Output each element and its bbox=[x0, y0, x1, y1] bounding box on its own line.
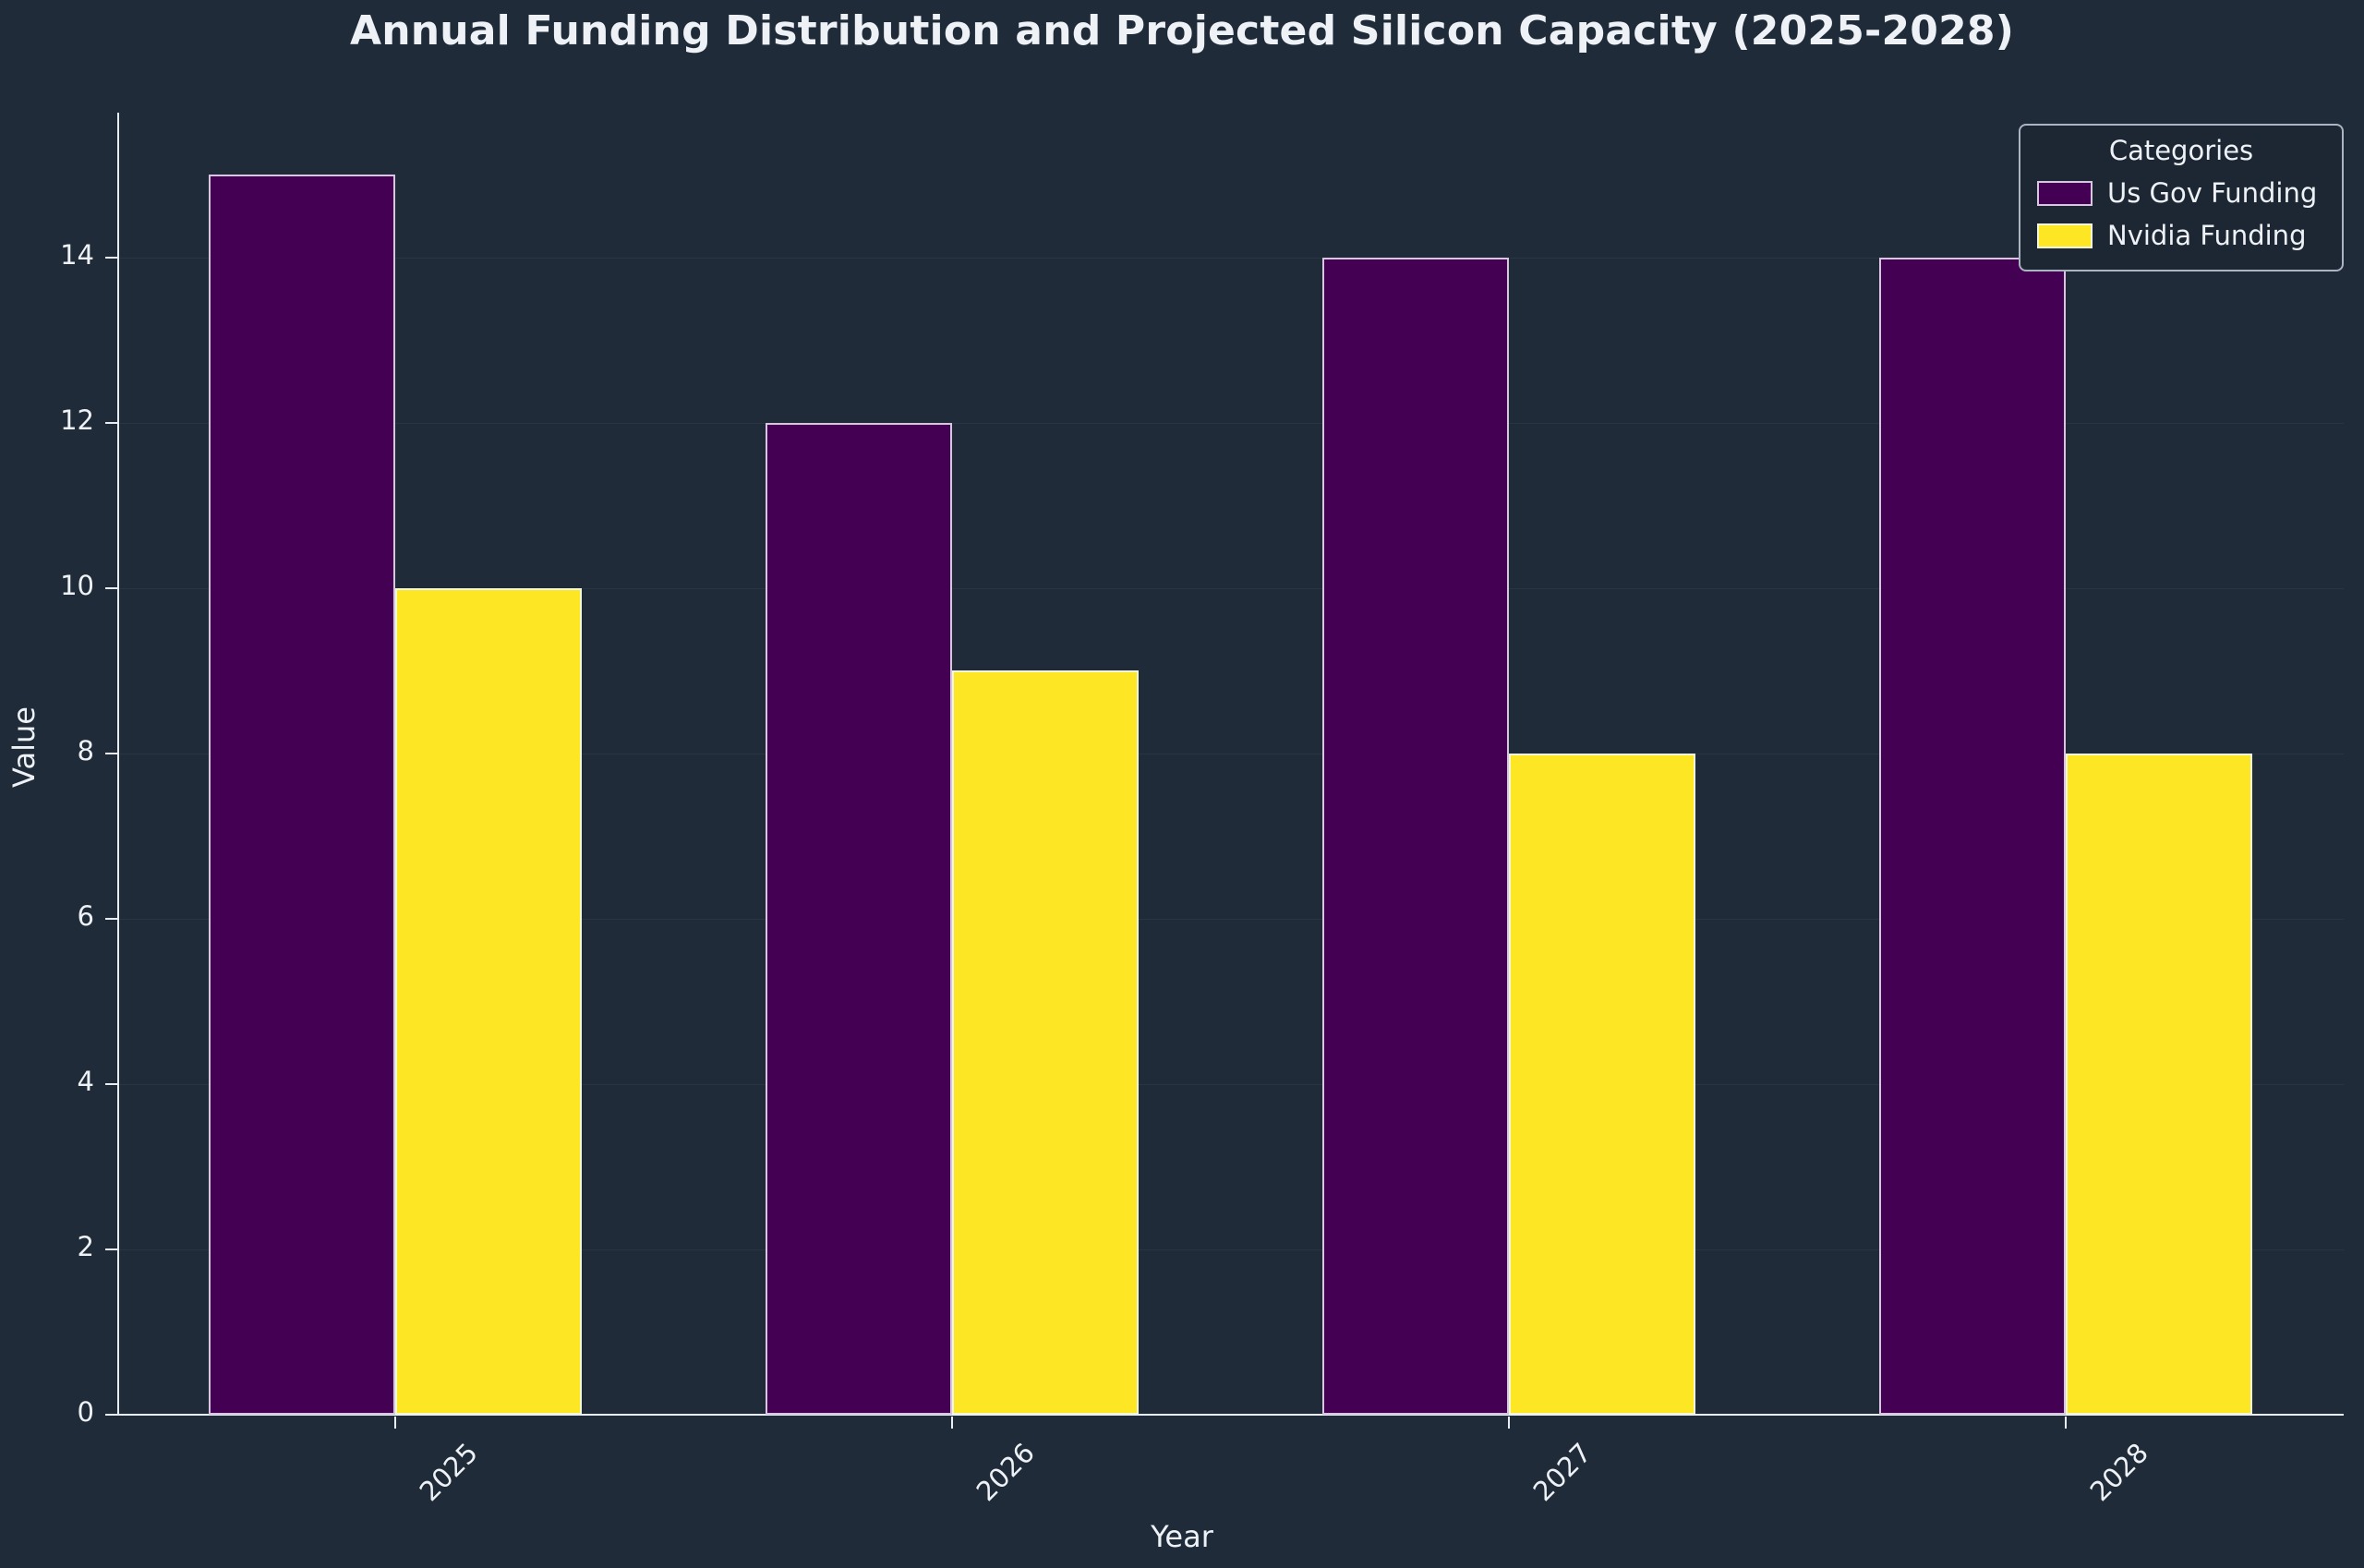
y-tick-mark bbox=[105, 917, 117, 920]
x-tick-mark bbox=[2064, 1417, 2067, 1429]
y-tick-mark bbox=[105, 256, 117, 259]
bar-2027-nvidia-funding[interactable] bbox=[1508, 753, 1695, 1415]
x-tick-mark bbox=[1507, 1417, 1510, 1429]
bar-2026-nvidia-funding[interactable] bbox=[952, 670, 1140, 1415]
y-axis-spine bbox=[117, 113, 119, 1416]
gridline bbox=[117, 422, 2344, 424]
plot-area bbox=[117, 113, 2344, 1415]
y-tick-mark bbox=[105, 1248, 117, 1250]
gridline bbox=[117, 1248, 2344, 1250]
bar-2028-nvidia-funding[interactable] bbox=[2065, 753, 2252, 1415]
legend-item-label: Us Gov Funding bbox=[2107, 177, 2318, 209]
y-tick-mark bbox=[105, 586, 117, 589]
gridline bbox=[117, 587, 2344, 589]
x-tick-label: 2027 bbox=[1526, 1437, 1598, 1508]
x-tick-label: 2028 bbox=[2083, 1437, 2154, 1508]
x-tick-mark bbox=[394, 1417, 397, 1429]
legend-item-us-gov-funding[interactable]: Us Gov Funding bbox=[2037, 172, 2325, 214]
legend-swatch-icon bbox=[2037, 180, 2093, 206]
y-tick-mark bbox=[105, 421, 117, 424]
legend: Categories Us Gov Funding Nvidia Funding bbox=[2019, 124, 2344, 271]
bar-2028-us-gov-funding[interactable] bbox=[1878, 257, 2066, 1415]
y-tick-label: 0 bbox=[77, 1396, 94, 1428]
legend-item-label: Nvidia Funding bbox=[2107, 220, 2307, 251]
gridline bbox=[117, 257, 2344, 259]
y-tick-label: 10 bbox=[60, 569, 94, 601]
x-tick-mark bbox=[951, 1417, 954, 1429]
y-tick-label: 2 bbox=[77, 1230, 94, 1262]
bar-2025-us-gov-funding[interactable] bbox=[209, 175, 396, 1415]
page-title: Annual Funding Distribution and Projecte… bbox=[349, 7, 2015, 54]
legend-item-nvidia-funding[interactable]: Nvidia Funding bbox=[2037, 214, 2325, 257]
x-tick-label: 2025 bbox=[413, 1437, 485, 1508]
y-tick-label: 12 bbox=[60, 404, 94, 436]
legend-swatch-icon bbox=[2037, 223, 2093, 248]
y-tick-mark bbox=[105, 1082, 117, 1085]
x-tick-label: 2026 bbox=[970, 1437, 1041, 1508]
y-tick-label: 8 bbox=[77, 734, 94, 766]
y-tick-mark bbox=[105, 1414, 117, 1416]
bar-2027-us-gov-funding[interactable] bbox=[1321, 257, 1509, 1415]
gridline bbox=[117, 918, 2344, 920]
y-tick-label: 4 bbox=[77, 1065, 94, 1097]
y-tick-label: 14 bbox=[60, 238, 94, 271]
bar-2025-nvidia-funding[interactable] bbox=[395, 587, 583, 1415]
gridline bbox=[117, 1083, 2344, 1085]
bar-2026-us-gov-funding[interactable] bbox=[766, 422, 953, 1415]
x-axis-title: Year bbox=[1151, 1519, 1213, 1554]
legend-title: Categories bbox=[2108, 135, 2254, 166]
x-axis-spine bbox=[117, 1414, 2344, 1416]
legend-entries: Us Gov Funding Nvidia Funding bbox=[2037, 172, 2325, 257]
y-axis-title: Value bbox=[6, 706, 42, 788]
y-tick-label: 6 bbox=[77, 899, 94, 932]
y-tick-mark bbox=[105, 752, 117, 754]
